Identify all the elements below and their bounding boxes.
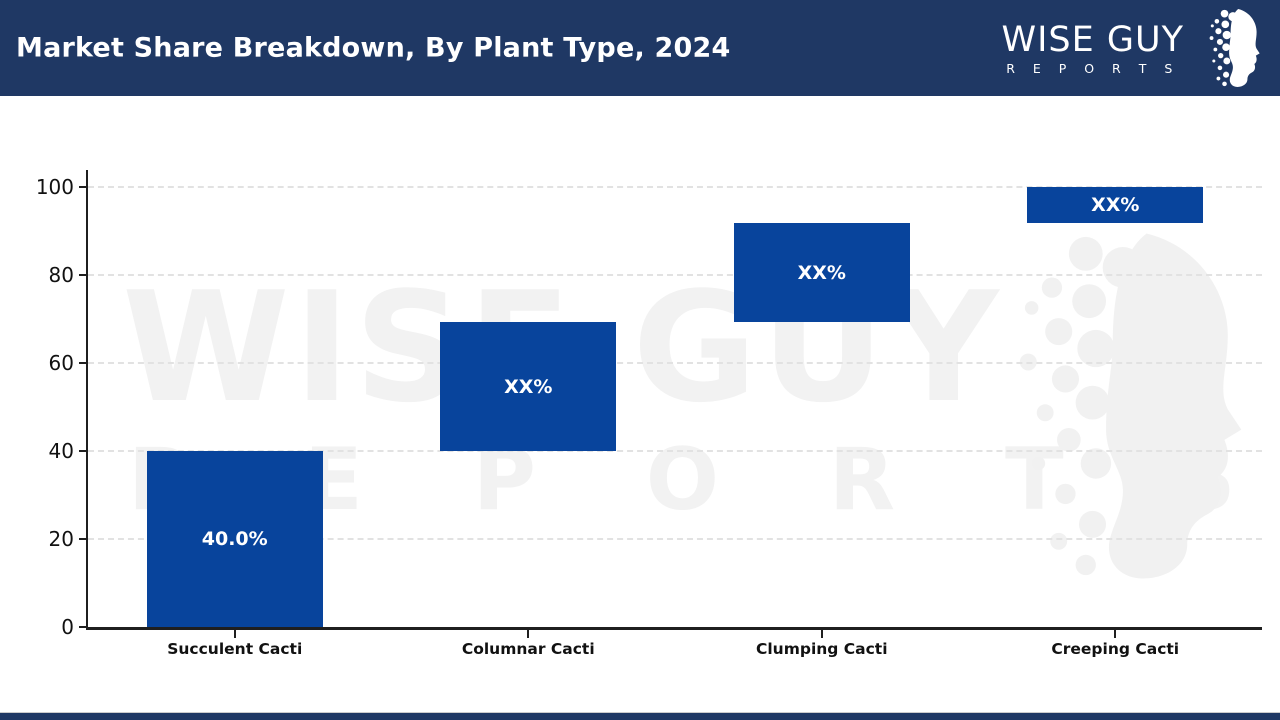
gridline-y-40 (88, 450, 1262, 452)
bar-value-label-columnar-cacti: XX% (504, 375, 553, 398)
y-tick-label-40: 40 (48, 439, 74, 463)
x-axis-label-succulent-cacti: Succulent Cacti (167, 640, 303, 658)
x-tick-creeping-cacti (1114, 630, 1117, 638)
bar-value-label-succulent-cacti: 40.0% (201, 528, 268, 550)
y-tick-label-80: 80 (48, 263, 74, 287)
y-tick-20 (79, 538, 88, 540)
brand-face-icon (1180, 6, 1266, 90)
y-tick-label-60: 60 (48, 351, 74, 375)
x-axis-label-columnar-cacti: Columnar Cacti (461, 640, 595, 658)
footer-divider (0, 712, 1280, 713)
gridline-y-80 (88, 274, 1262, 276)
y-axis-spine (86, 170, 88, 629)
footer-bar (0, 713, 1280, 720)
brand-subtitle: R E P O R T S (1006, 60, 1180, 76)
x-tick-succulent-cacti (233, 630, 236, 638)
y-tick-0 (79, 626, 88, 628)
x-axis-label-clumping-cacti: Clumping Cacti (755, 640, 888, 658)
y-tick-label-100: 100 (35, 175, 74, 199)
bar-segment-succulent-cacti: 40.0% (146, 451, 323, 627)
y-tick-100 (79, 186, 88, 188)
x-axis-label-creeping-cacti: Creeping Cacti (1051, 640, 1180, 658)
x-tick-clumping-cacti (820, 630, 823, 638)
brand-logo: WISE GUY R E P O R T S (1001, 6, 1266, 90)
app-header: Market Share Breakdown, By Plant Type, 2… (0, 0, 1280, 96)
x-axis-spine (86, 627, 1262, 630)
y-tick-40 (79, 450, 88, 452)
page-title: Market Share Breakdown, By Plant Type, 2… (16, 32, 731, 64)
y-tick-80 (79, 274, 88, 276)
gridline-y-100 (88, 186, 1262, 188)
bar-value-label-creeping-cacti: XX% (1091, 194, 1140, 217)
y-tick-label-0: 0 (61, 615, 74, 639)
bar-segment-columnar-cacti: XX% (440, 322, 617, 451)
bar-value-label-clumping-cacti: XX% (797, 261, 846, 284)
bar-segment-clumping-cacti: XX% (733, 223, 910, 323)
y-tick-label-20: 20 (48, 527, 74, 551)
brand-logo-text: WISE GUY R E P O R T S (1001, 20, 1184, 77)
gridline-y-60 (88, 362, 1262, 364)
gridline-y-20 (88, 538, 1262, 540)
x-tick-columnar-cacti (527, 630, 530, 638)
bar-segment-creeping-cacti: XX% (1027, 187, 1204, 224)
plot-area: 40.0% XX% XX% XX% (88, 186, 1262, 627)
y-tick-60 (79, 362, 88, 364)
brand-name: WISE GUY (1001, 19, 1184, 60)
